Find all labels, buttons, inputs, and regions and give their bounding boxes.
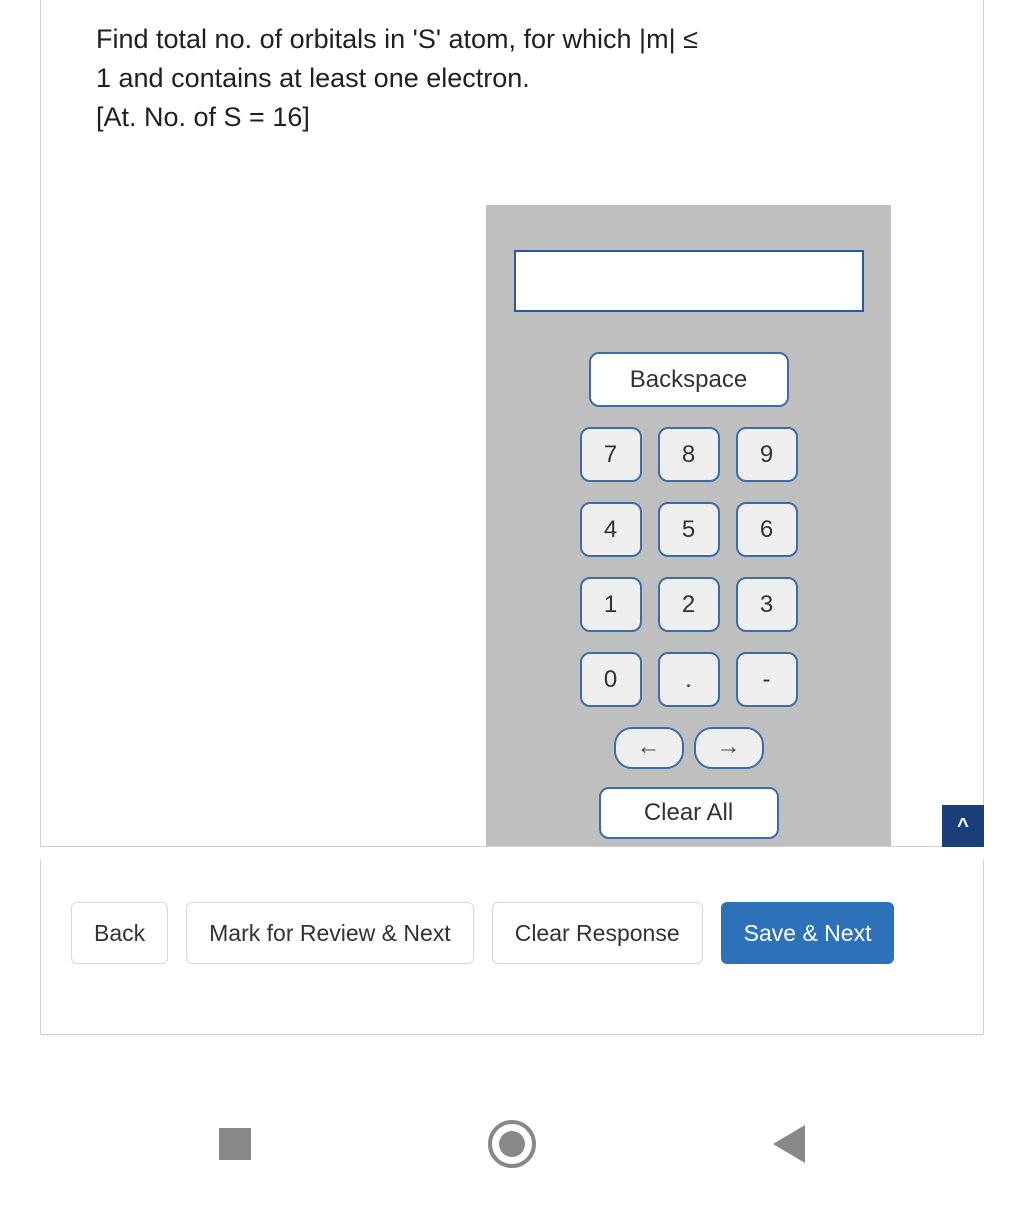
backspace-button[interactable]: Backspace [589, 352, 789, 407]
key-6[interactable]: 6 [736, 502, 798, 557]
clear-all-button[interactable]: Clear All [599, 787, 779, 839]
arrow-right-button[interactable]: → [694, 727, 764, 769]
key-minus[interactable]: - [736, 652, 798, 707]
key-8[interactable]: 8 [658, 427, 720, 482]
question-text: Find total no. of orbitals in 'S' atom, … [41, 0, 983, 137]
footer-panel: Back Mark for Review & Next Clear Respon… [40, 860, 984, 1035]
key-1[interactable]: 1 [580, 577, 642, 632]
key-2[interactable]: 2 [658, 577, 720, 632]
key-7[interactable]: 7 [580, 427, 642, 482]
key-5[interactable]: 5 [658, 502, 720, 557]
keypad-row-3: 1 2 3 [506, 577, 871, 632]
answer-input[interactable] [514, 250, 864, 312]
android-nav-bar [0, 1081, 1024, 1206]
keypad-row-1: 7 8 9 [506, 427, 871, 482]
question-line-2: 1 and contains at least one electron. [96, 63, 530, 93]
keypad-row-4: 0 . - [506, 652, 871, 707]
keypad-row-2: 4 5 6 [506, 502, 871, 557]
back-button[interactable]: Back [71, 902, 168, 964]
key-dot[interactable]: . [658, 652, 720, 707]
home-icon-inner [499, 1131, 525, 1157]
question-panel: Find total no. of orbitals in 'S' atom, … [40, 0, 984, 847]
footer-buttons: Back Mark for Review & Next Clear Respon… [71, 902, 953, 964]
scroll-up-button[interactable]: ^ [942, 805, 984, 847]
back-icon[interactable] [773, 1125, 805, 1163]
save-and-next-button[interactable]: Save & Next [721, 902, 895, 964]
question-line-1: Find total no. of orbitals in 'S' atom, … [96, 24, 698, 54]
mark-for-review-button[interactable]: Mark for Review & Next [186, 902, 474, 964]
question-line-3: [At. No. of S = 16] [96, 102, 310, 132]
numeric-keypad: Backspace 7 8 9 4 5 6 1 2 3 0 . - [486, 205, 891, 847]
arrow-left-button[interactable]: ← [614, 727, 684, 769]
key-3[interactable]: 3 [736, 577, 798, 632]
recent-apps-icon[interactable] [219, 1128, 251, 1160]
arrow-row: ← → [506, 727, 871, 769]
screen-root: Find total no. of orbitals in 'S' atom, … [0, 0, 1024, 1206]
key-4[interactable]: 4 [580, 502, 642, 557]
key-9[interactable]: 9 [736, 427, 798, 482]
key-0[interactable]: 0 [580, 652, 642, 707]
home-icon[interactable] [488, 1120, 536, 1168]
clear-response-button[interactable]: Clear Response [492, 902, 703, 964]
